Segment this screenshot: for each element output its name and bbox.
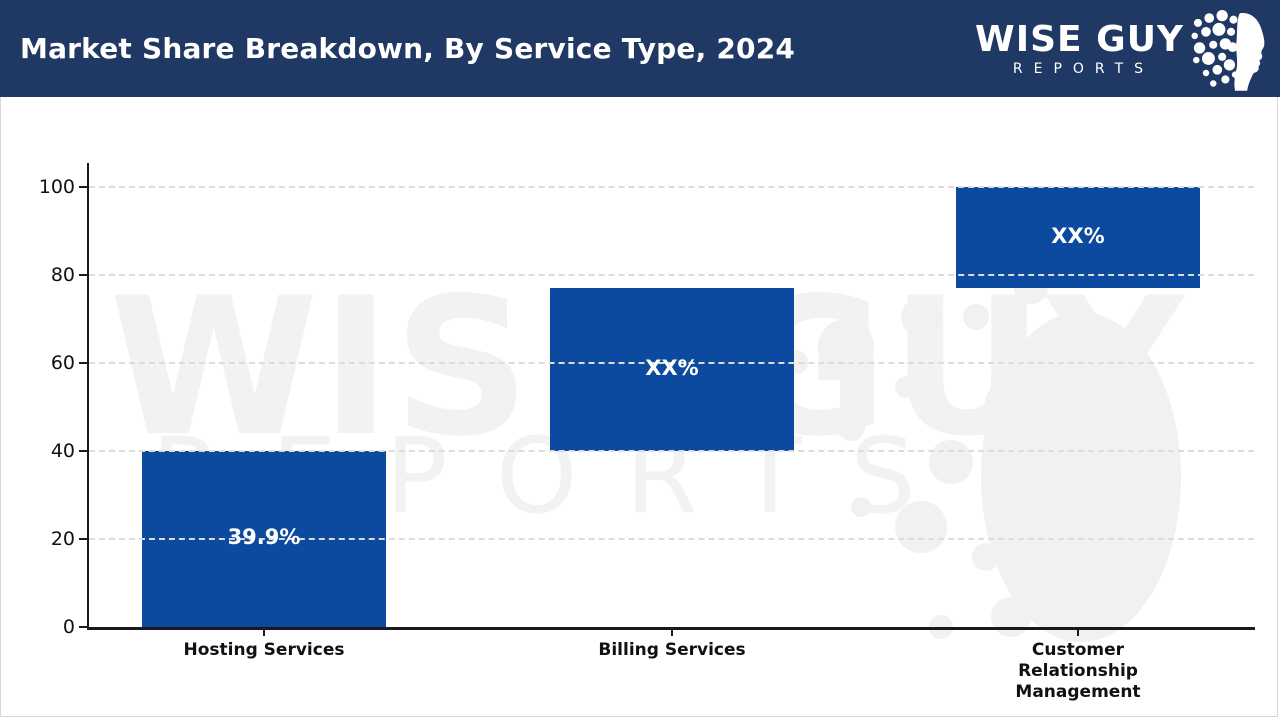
- bar-value-label: XX%: [645, 355, 699, 380]
- bar-segment: [956, 187, 1200, 289]
- y-tick-mark: [79, 538, 87, 540]
- brand-logo: WISE GUY REPORTS: [975, 6, 1270, 92]
- y-axis-line: [87, 163, 89, 627]
- bar-value-label: 39.9%: [227, 525, 301, 550]
- brand-subname: REPORTS: [1012, 61, 1155, 77]
- y-tick-label: 80: [50, 264, 75, 286]
- y-tick-mark: [79, 274, 87, 276]
- category-label: Hosting Services: [183, 640, 345, 660]
- category-label: Customer Relationship Management: [1015, 640, 1141, 702]
- y-tick-mark: [79, 626, 87, 628]
- y-tick-label: 60: [50, 352, 75, 374]
- chart-area: WISE GUY REPORTS 0 20 40 60 80 100 39.9% XX% XX%…: [0, 97, 1278, 717]
- dotted-head-icon: [1191, 10, 1265, 91]
- gridline: [89, 274, 1254, 276]
- page-title: Market Share Breakdown, By Service Type,…: [20, 32, 796, 65]
- y-tick-label: 20: [50, 528, 75, 550]
- y-tick-label: 100: [38, 176, 75, 198]
- gridline: [89, 362, 1254, 364]
- brand-logo-text: WISE GUY REPORTS: [974, 19, 1184, 78]
- bar-segment: [550, 288, 794, 452]
- x-tick-mark: [1077, 629, 1079, 636]
- y-tick-mark: [79, 186, 87, 188]
- x-axis-line: [87, 627, 1255, 630]
- watermark-head-icon: [784, 245, 1181, 642]
- x-tick-mark: [263, 629, 265, 636]
- y-tick-label: 40: [50, 440, 75, 462]
- y-tick-label: 0: [62, 616, 75, 638]
- y-tick-mark: [79, 450, 87, 452]
- gridline: [89, 450, 1254, 452]
- bar-value-label: XX%: [1051, 223, 1105, 248]
- brand-name: WISE GUY: [974, 19, 1184, 60]
- gridline: [89, 538, 1254, 540]
- gridline: [89, 186, 1254, 188]
- x-tick-mark: [671, 629, 673, 636]
- header-bar: Market Share Breakdown, By Service Type,…: [0, 0, 1280, 97]
- category-label: Billing Services: [598, 640, 746, 660]
- y-tick-mark: [79, 362, 87, 364]
